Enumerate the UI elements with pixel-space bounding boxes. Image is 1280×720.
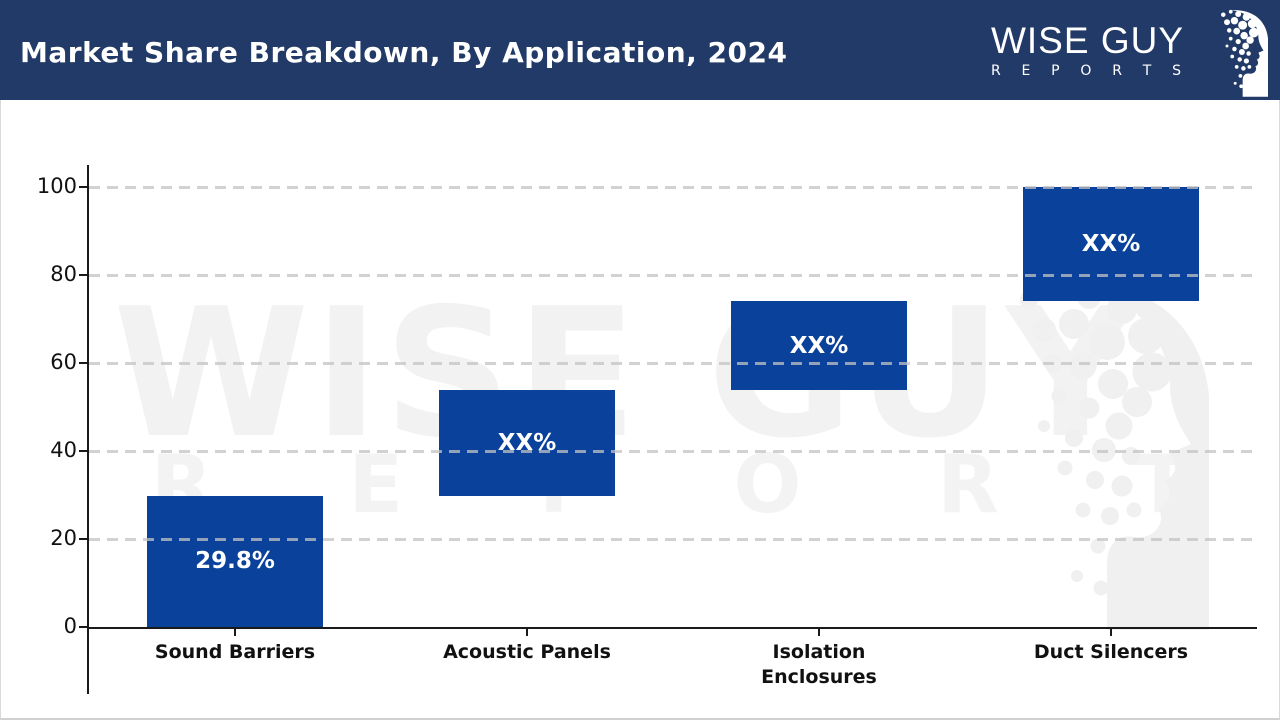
y-tick-label: 40 <box>50 438 77 462</box>
bar: XX% <box>439 390 615 496</box>
y-tick-mark <box>79 186 87 188</box>
labels-layer: 0 20 40 60 80 100 Sound Barriers Acoustic Panel… <box>1 100 1279 718</box>
grid-line <box>89 186 1254 189</box>
grid-line <box>89 274 1254 277</box>
grid-layer <box>1 100 1279 718</box>
logo-text: WISE GUY R E P O R T S <box>985 20 1190 79</box>
y-tick-mark <box>79 538 87 540</box>
bars-layer: 29.8% XX% XX% XX% <box>1 100 1279 718</box>
bar-value-label: 29.8% <box>195 548 275 575</box>
y-tick-mark <box>79 626 87 628</box>
logo-subtitle: R E P O R T S <box>991 63 1190 79</box>
chart-title: Market Share Breakdown, By Application, … <box>20 36 788 69</box>
y-tick-mark <box>79 450 87 452</box>
x-category-label: Isolation Enclosures <box>761 641 877 688</box>
logo-name: WISE GUY <box>990 20 1185 61</box>
x-category-label: Duct Silencers <box>1033 641 1189 663</box>
y-tick-label: 0 <box>63 614 77 638</box>
x-tick-mark <box>1110 629 1112 636</box>
bar-value-label: XX% <box>789 332 849 359</box>
y-tick-label: 100 <box>36 174 77 198</box>
x-tick-mark <box>234 629 236 636</box>
wise-guy-reports-logo: WISE GUY R E P O R T S <box>991 4 1268 97</box>
x-tick-mark <box>818 629 820 636</box>
grid-line <box>89 450 1254 453</box>
bar-value-label: XX% <box>1081 230 1141 257</box>
y-tick-label: 80 <box>50 262 77 286</box>
header-bar: Market Share Breakdown, By Application, … <box>0 0 1280 100</box>
x-axis-line <box>87 627 1257 629</box>
y-tick-mark <box>79 274 87 276</box>
y-tick-mark <box>79 362 87 364</box>
grid-line <box>89 362 1254 365</box>
x-tick-mark <box>526 629 528 636</box>
bar: 29.8% <box>147 495 323 627</box>
x-category-label: Acoustic Panels <box>443 641 611 663</box>
y-axis-line <box>87 165 89 694</box>
dotted-face-profile-icon <box>1221 9 1268 97</box>
chart-area: WISE GUY R E P O R T S 29.8%XX% <box>0 100 1280 720</box>
x-category-label: Sound Barriers <box>154 641 316 663</box>
grid-line <box>89 538 1254 541</box>
bar: XX% <box>731 300 907 391</box>
y-tick-label: 60 <box>50 350 77 374</box>
y-tick-label: 20 <box>50 526 77 550</box>
axes-layer <box>1 100 1279 718</box>
